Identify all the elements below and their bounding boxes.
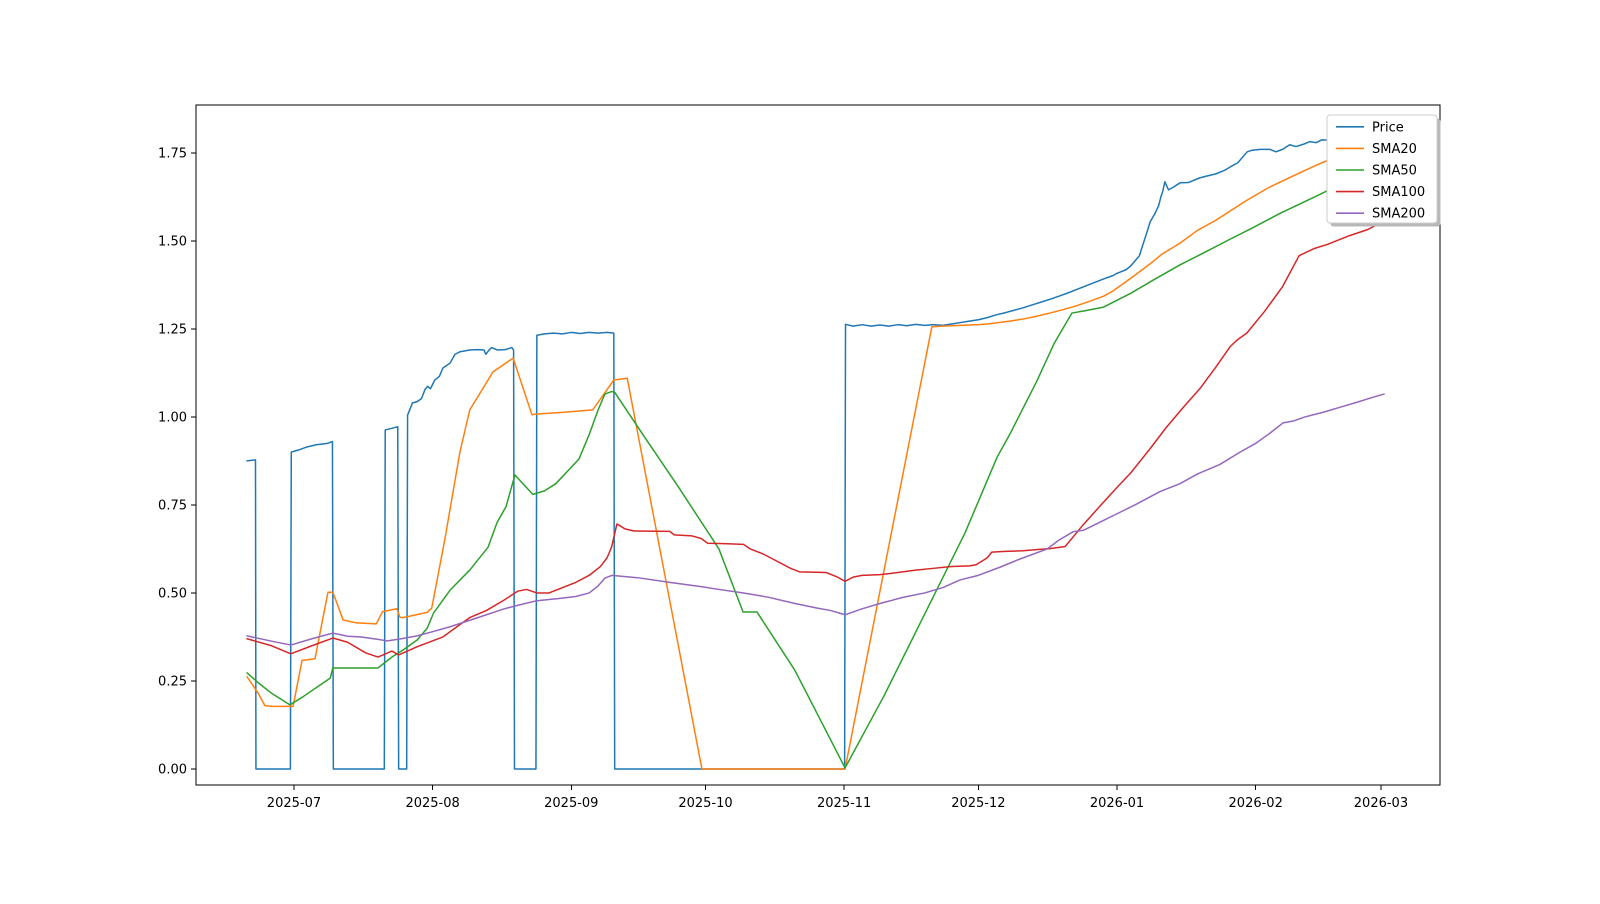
x-tick-label: 2026-02 <box>1229 796 1283 811</box>
x-tick-label: 2025-08 <box>405 796 459 811</box>
plot-border <box>195 104 1441 786</box>
legend-label-sma200: SMA200 <box>1372 207 1425 222</box>
series-sma100-line <box>246 220 1385 658</box>
y-tick-label: 1.50 <box>158 234 187 249</box>
y-tick-label: 0.00 <box>158 762 187 777</box>
y-tick-label: 0.75 <box>158 498 187 513</box>
y-tick-label: 1.25 <box>158 322 187 337</box>
x-tick-label: 2025-12 <box>951 796 1005 811</box>
x-tick-label: 2026-03 <box>1354 796 1408 811</box>
legend-label-sma100: SMA100 <box>1372 185 1425 200</box>
x-tick-label: 2025-07 <box>267 796 321 811</box>
legend-label-sma20: SMA20 <box>1372 142 1417 157</box>
x-tick-label: 2026-01 <box>1090 796 1144 811</box>
legend-label-price: Price <box>1372 120 1404 135</box>
series-sma20-line <box>246 145 1385 770</box>
y-tick-label: 1.00 <box>158 410 187 425</box>
x-tick-label: 2025-11 <box>817 796 871 811</box>
series-sma50-line <box>246 178 1385 769</box>
legend-label-sma50: SMA50 <box>1372 164 1417 179</box>
x-tick-label: 2025-09 <box>544 796 598 811</box>
series-price-line <box>246 137 1385 770</box>
legend-box <box>1326 114 1438 224</box>
y-tick-label: 1.75 <box>158 146 187 161</box>
y-tick-label: 0.25 <box>158 674 187 689</box>
x-tick-label: 2025-10 <box>678 796 732 811</box>
series-sma200-line <box>246 393 1385 646</box>
y-tick-label: 0.50 <box>158 586 187 601</box>
